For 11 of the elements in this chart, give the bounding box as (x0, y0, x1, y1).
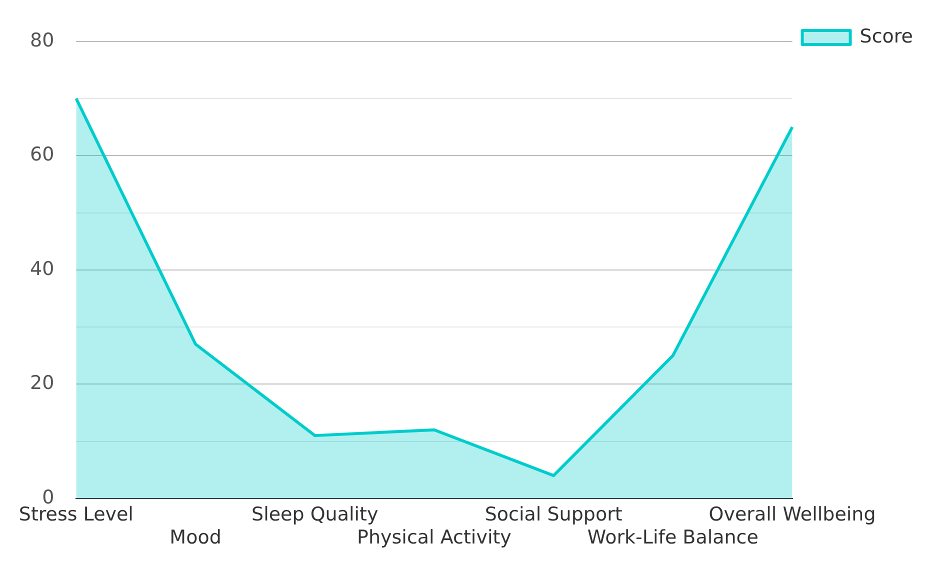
legend-label: Score (860, 25, 914, 48)
y-tick-label: 80 (30, 29, 54, 52)
x-tick-label: Physical Activity (357, 526, 512, 549)
x-tick-label: Work-Life Balance (587, 526, 758, 549)
y-tick-label: 60 (30, 144, 54, 166)
x-tick-label: Social Support (484, 504, 622, 526)
x-tick-label: Sleep Quality (252, 504, 378, 526)
x-tick-label: Mood (170, 526, 222, 549)
y-tick-label: 40 (30, 258, 54, 280)
y-tick-label: 20 (30, 372, 54, 394)
x-tick-label: Overall Wellbeing (708, 504, 876, 526)
